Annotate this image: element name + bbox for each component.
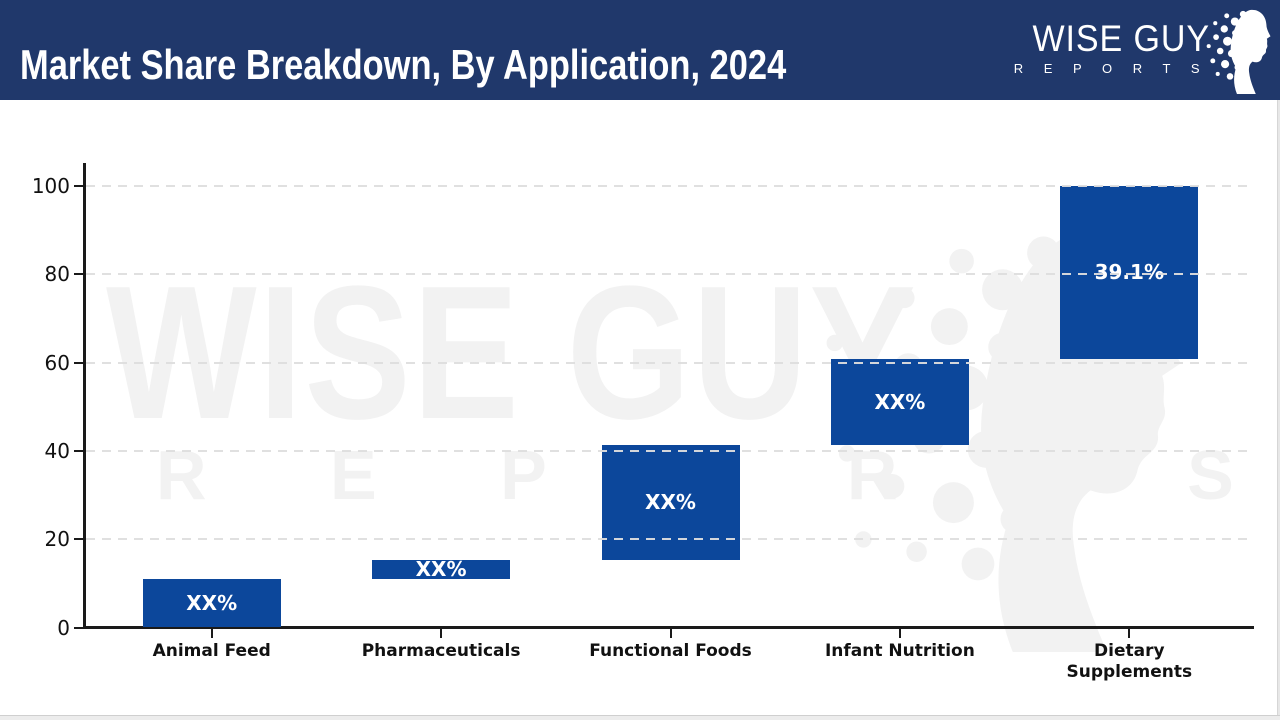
gridline	[86, 449, 1253, 452]
y-tick-mark	[74, 626, 83, 629]
logo-text-primary: WISE GUY	[1032, 18, 1210, 59]
y-tick-label: 0	[57, 615, 70, 640]
x-category-label: Infant Nutrition	[824, 641, 975, 661]
x-category-label: Animal Feed	[152, 641, 271, 661]
y-tick-label: 60	[44, 350, 70, 375]
bar-segment: XX%	[830, 358, 969, 445]
x-tick-mark	[1128, 629, 1131, 638]
bar-value-label: XX%	[186, 591, 238, 616]
x-tick-mark	[440, 629, 443, 638]
y-tick-label: 20	[44, 527, 70, 552]
window-right-edge	[1277, 100, 1280, 720]
bar-value-label: XX%	[645, 490, 696, 515]
x-category-label: Pharmaceuticals	[361, 641, 521, 661]
y-tick-mark	[74, 273, 83, 276]
y-tick-label: 40	[44, 438, 70, 463]
gridline	[86, 361, 1253, 364]
y-tick-mark	[74, 449, 83, 452]
x-tick-mark	[210, 629, 213, 638]
y-tick-mark	[74, 538, 83, 541]
logo-text-secondary: R E P O R T S	[1013, 61, 1208, 76]
gridline	[86, 538, 1253, 541]
x-category-label: Dietary Supplements	[1066, 641, 1193, 682]
x-tick-mark	[898, 629, 901, 638]
page-title: Market Share Breakdown, By Application, …	[20, 41, 787, 88]
face-profile-dots-icon	[1206, 9, 1271, 94]
y-tick-mark	[74, 185, 83, 187]
plot-area: 0 20 40 60 80 100 XX% XX% XX% XX% 39.1% Animal Feed…	[0, 100, 1280, 715]
y-tick-label: 80	[44, 262, 70, 287]
x-tick-mark	[669, 629, 672, 638]
gridline	[86, 273, 1253, 276]
bar-value-label: XX%	[874, 389, 926, 414]
bar-value-label: XX%	[415, 557, 467, 582]
gridline	[86, 185, 1253, 187]
window-bottom-edge	[0, 715, 1280, 720]
x-axis-line	[83, 626, 1254, 629]
y-tick-label: 100	[31, 174, 70, 198]
bar-segment: XX%	[372, 557, 511, 582]
y-tick-mark	[74, 361, 83, 364]
bar-segment: XX%	[142, 578, 281, 628]
y-axis-spine	[83, 163, 86, 629]
header-bar: Market Share Breakdown, By Application, …	[0, 0, 1280, 100]
bar-segment: XX%	[601, 444, 740, 560]
x-category-label: Functional Foods	[589, 641, 752, 661]
